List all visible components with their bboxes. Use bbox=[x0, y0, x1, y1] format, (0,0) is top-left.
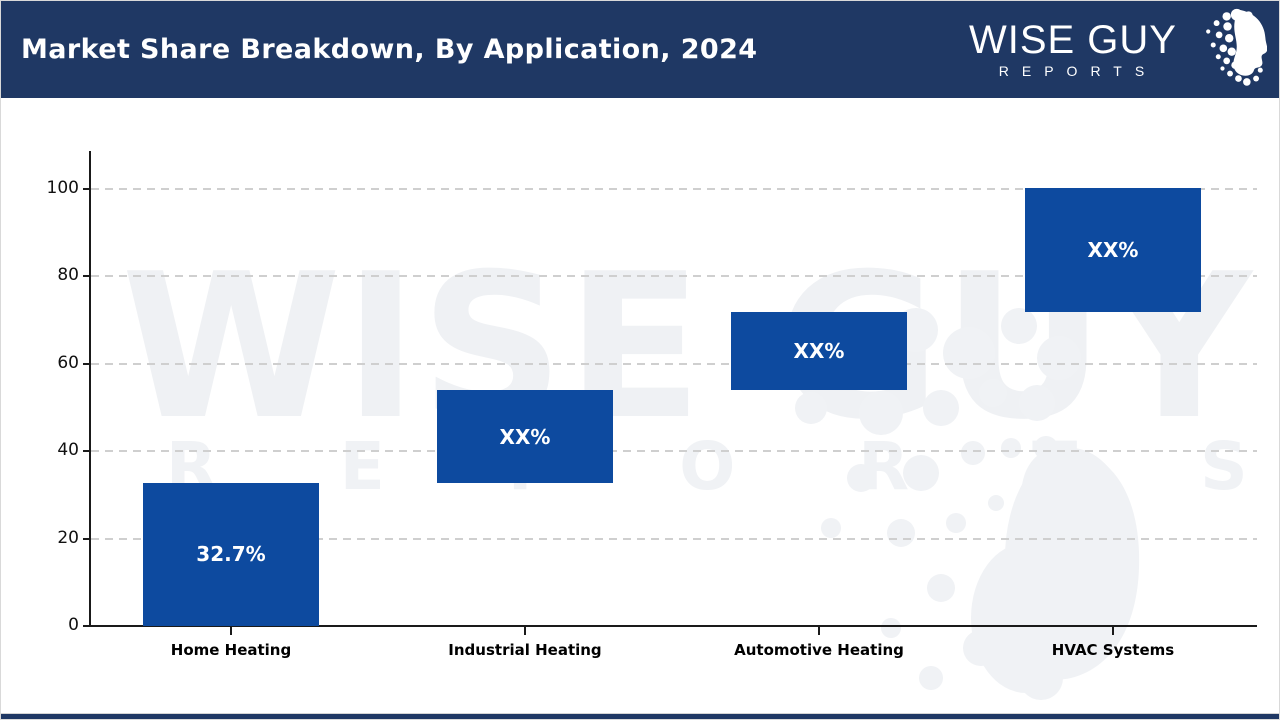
category-label-0: Home Heating bbox=[170, 641, 292, 659]
y-tick-label-80: 80 bbox=[57, 265, 79, 285]
brand-logo-line2: REPORTS bbox=[998, 63, 1158, 79]
x-tick-3 bbox=[1112, 627, 1114, 635]
brand-logo-line1: WISE GUY bbox=[968, 18, 1177, 62]
y-tick-40 bbox=[83, 450, 90, 452]
y-tick-20 bbox=[83, 537, 90, 540]
bar-3 bbox=[1025, 188, 1201, 312]
bar-value-label-0: 32.7% bbox=[196, 542, 266, 567]
page-title: Market Share Breakdown, By Application, … bbox=[21, 34, 758, 65]
brand-logo-text: WISE GUY REPORTS bbox=[969, 20, 1177, 79]
gridline-80 bbox=[91, 275, 1257, 277]
y-tick-80 bbox=[83, 275, 90, 277]
gridline-100 bbox=[91, 187, 1257, 190]
bar-0 bbox=[143, 482, 319, 626]
header-band: Market Share Breakdown, By Application, … bbox=[1, 1, 1279, 98]
gridline-60 bbox=[91, 362, 1257, 365]
bar-value-label-2: XX% bbox=[793, 339, 845, 364]
bar-value-label-3: XX% bbox=[1087, 237, 1139, 262]
bottom-accent-bar bbox=[1, 714, 1279, 719]
category-label-2: Automotive Heating bbox=[734, 641, 904, 659]
gridline-20 bbox=[91, 537, 1257, 540]
y-tick-label-20: 20 bbox=[57, 527, 79, 548]
brand-head-icon bbox=[1206, 8, 1267, 86]
bar-value-label-1: XX% bbox=[499, 424, 551, 449]
y-tick-0 bbox=[83, 625, 90, 627]
category-label-1: Industrial Heating bbox=[448, 641, 602, 659]
x-tick-0 bbox=[230, 627, 232, 635]
brand-logo: WISE GUY REPORTS bbox=[969, 1, 1267, 98]
category-label-3: HVAC Systems bbox=[1051, 641, 1175, 659]
bottom-hairline bbox=[1, 713, 1279, 714]
y-tick-label-60: 60 bbox=[57, 352, 79, 373]
bar-1 bbox=[437, 390, 613, 483]
y-tick-label-100: 100 bbox=[46, 177, 79, 198]
y-tick-label-40: 40 bbox=[57, 440, 79, 460]
x-tick-2 bbox=[818, 627, 820, 635]
gridline-40 bbox=[91, 450, 1257, 452]
x-tick-1 bbox=[524, 627, 526, 635]
y-axis-line bbox=[89, 151, 91, 627]
y-tick-100 bbox=[83, 187, 90, 190]
x-axis-line bbox=[89, 625, 1257, 627]
y-tick-label-0: 0 bbox=[68, 615, 79, 635]
y-tick-60 bbox=[83, 362, 90, 365]
